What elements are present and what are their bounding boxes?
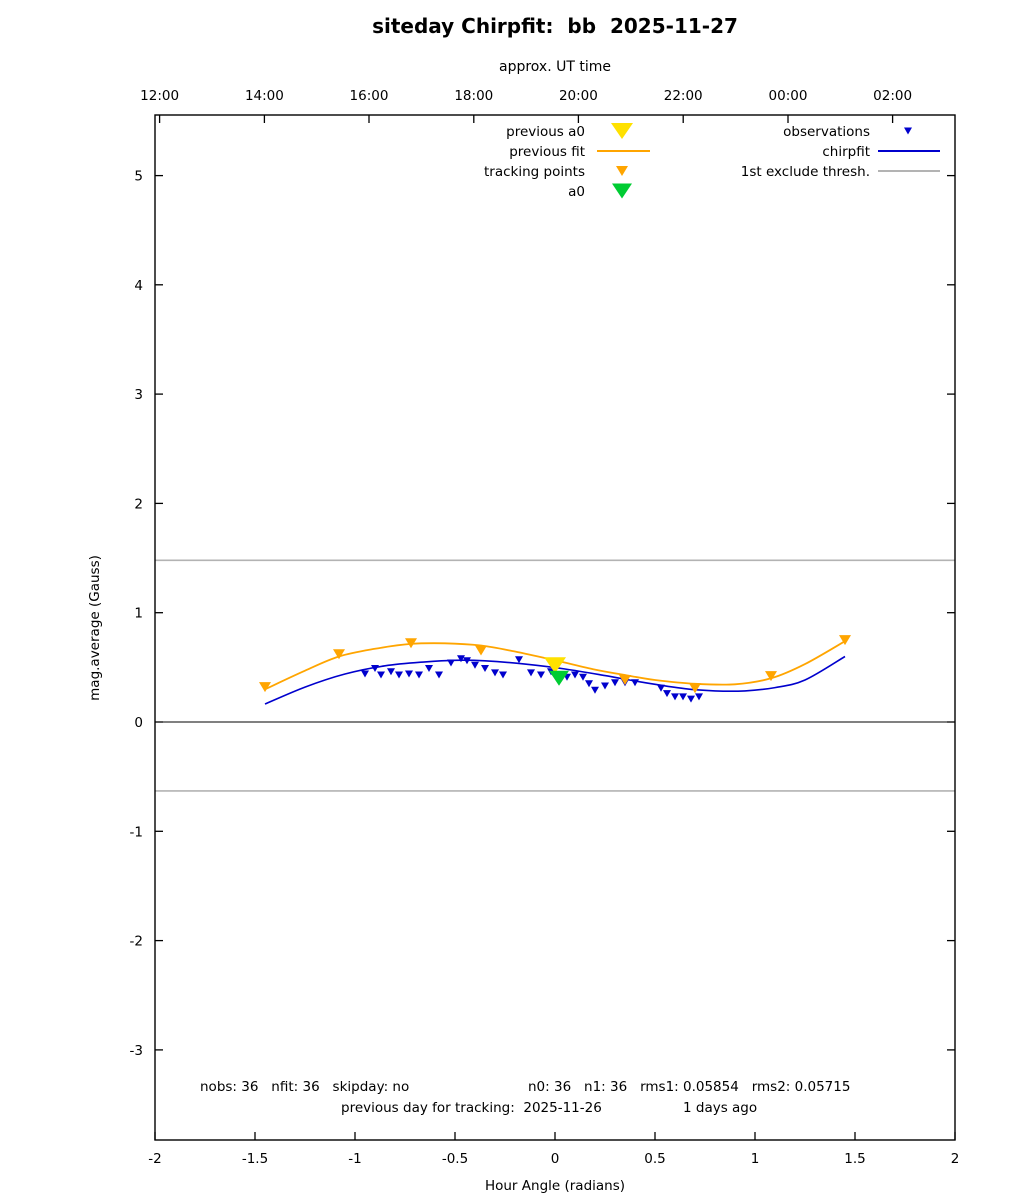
top-tick-label: 00:00 [769, 88, 808, 104]
stats-line1-left: nobs: 36 nfit: 36 skipday: no [200, 1079, 409, 1095]
y-tick-label: 3 [134, 387, 143, 403]
x-tick-label: 2 [951, 1151, 960, 1167]
x-tick-label: 1.5 [844, 1151, 865, 1167]
observation-marker [695, 693, 703, 701]
y-tick-label: 5 [134, 169, 143, 185]
x-tick-label: -2 [148, 1151, 161, 1167]
previous-a0-marker [544, 657, 566, 674]
observation-marker [395, 671, 403, 679]
y-tick-label: 0 [134, 715, 143, 731]
legend-label: tracking points [484, 164, 585, 180]
tracking-point-marker [689, 683, 701, 694]
legend-label: a0 [568, 184, 585, 200]
top-axis-title: approx. UT time [499, 59, 611, 75]
legend-marker-a0 [612, 183, 632, 199]
observation-marker [601, 682, 609, 690]
observation-marker [611, 679, 619, 687]
observation-marker [585, 680, 593, 688]
observation-marker [579, 673, 587, 681]
observation-marker [671, 693, 679, 701]
observation-marker [361, 670, 369, 678]
tracking-point-marker [475, 645, 487, 656]
legend-label: 1st exclude thresh. [741, 164, 870, 180]
top-tick-label: 16:00 [350, 88, 389, 104]
observation-marker [663, 690, 671, 698]
stats-line2-left: previous day for tracking: 2025-11-26 [341, 1100, 602, 1116]
observation-marker [631, 679, 639, 687]
stats-line2-right: 1 days ago [683, 1100, 757, 1116]
y-tick-label: 1 [134, 606, 143, 622]
top-tick-label: 20:00 [559, 88, 598, 104]
observation-marker [463, 657, 471, 665]
y-tick-label: -3 [130, 1043, 143, 1059]
top-tick-label: 02:00 [873, 88, 912, 104]
legend-marker-observations [904, 127, 912, 135]
observation-marker [377, 671, 385, 679]
legend-marker-tracking [616, 166, 628, 176]
tracking-point-marker [405, 638, 417, 649]
observation-marker [447, 659, 455, 667]
tracking-point-marker [619, 675, 631, 685]
observation-marker [527, 669, 535, 677]
observation-marker [515, 656, 523, 664]
x-tick-label: -1 [348, 1151, 361, 1167]
observation-marker [537, 671, 545, 679]
a0-marker [549, 670, 569, 686]
top-tick-label: 14:00 [245, 88, 284, 104]
y-tick-label: 4 [134, 278, 143, 294]
observation-marker [435, 671, 443, 679]
legend-label: previous a0 [506, 124, 585, 140]
x-tick-label: 0.5 [644, 1151, 665, 1167]
observation-marker [481, 665, 489, 672]
tracking-point-marker [333, 649, 345, 660]
legend-label: observations [783, 124, 870, 140]
observation-marker [591, 686, 599, 694]
observation-marker [687, 695, 695, 703]
observation-marker [425, 665, 433, 672]
observation-marker [371, 665, 379, 672]
legend-label: previous fit [509, 144, 585, 160]
top-tick-label: 22:00 [664, 88, 703, 104]
legend: previous a0 previous fit tracking points a0… [484, 123, 940, 200]
observation-marker [387, 668, 395, 676]
observation-marker [499, 671, 507, 679]
observation-marker [471, 661, 479, 669]
y-tick-label: -2 [130, 934, 143, 950]
observation-marker [405, 670, 413, 678]
x-axis-title: Hour Angle (radians) [485, 1178, 625, 1194]
legend-label: chirpfit [822, 144, 870, 160]
top-tick-label: 12:00 [140, 88, 179, 104]
x-tick-label: 1 [751, 1151, 760, 1167]
x-tick-label: -0.5 [442, 1151, 468, 1167]
observation-marker [491, 669, 499, 677]
stats-line1-right: n0: 36 n1: 36 rms1: 0.05854 rms2: 0.0571… [528, 1079, 850, 1095]
observation-marker [457, 655, 465, 663]
chart-title: siteday Chirpfit: bb 2025-11-27 [372, 14, 738, 38]
observation-marker [571, 671, 579, 679]
plot-frame [154, 114, 956, 1141]
tracking-point-marker [259, 682, 271, 693]
y-tick-label: -1 [130, 824, 143, 840]
observation-marker [657, 684, 665, 692]
plot-area: -2 -1.5 -1 -0.5 0 0.5 1 1.5 2 -3 -2 -1 0 1 2 3 4 5 12:00 14… [130, 88, 960, 1167]
observation-marker [415, 671, 423, 679]
x-tick-label: 0 [551, 1151, 560, 1167]
y-tick-label: 2 [134, 496, 143, 512]
legend-marker-previous-a0 [611, 123, 633, 139]
tracking-point-marker [839, 635, 851, 646]
x-tick-label: -1.5 [242, 1151, 268, 1167]
observation-marker [679, 693, 687, 701]
tracking-point-marker [765, 671, 777, 682]
top-tick-label: 18:00 [454, 88, 493, 104]
y-axis-title: mag.average (Gauss) [87, 555, 103, 701]
